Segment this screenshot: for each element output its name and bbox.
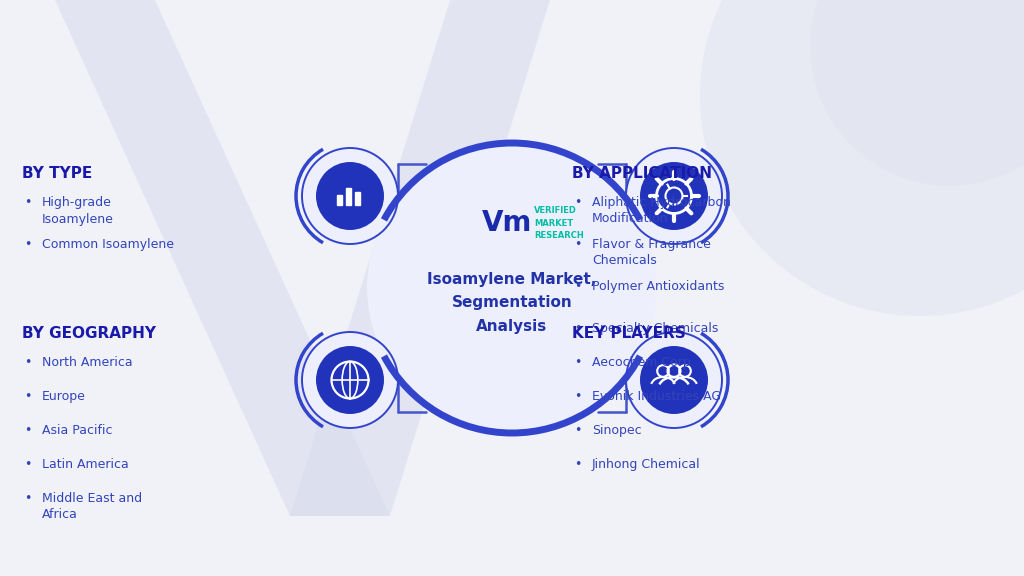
Circle shape [640,346,708,414]
Text: Evonik Industries AG: Evonik Industries AG [592,390,721,403]
Text: BY APPLICATION: BY APPLICATION [572,166,712,181]
Text: KEY PLAYERS: KEY PLAYERS [572,326,686,341]
Circle shape [626,148,722,244]
Text: •: • [24,390,32,403]
Bar [337,195,342,205]
Circle shape [640,162,708,230]
Text: Common Isoamylene: Common Isoamylene [42,238,174,251]
Text: •: • [574,424,582,437]
Text: •: • [574,390,582,403]
Text: North America: North America [42,356,133,369]
Circle shape [700,0,1024,316]
Circle shape [367,143,657,433]
Text: BY GEOGRAPHY: BY GEOGRAPHY [22,326,156,341]
Circle shape [316,162,384,230]
Circle shape [302,148,398,244]
Text: •: • [574,356,582,369]
Text: Polymer Antioxidants: Polymer Antioxidants [592,280,724,293]
Text: •: • [24,458,32,471]
Text: Middle East and
Africa: Middle East and Africa [42,492,142,521]
Text: High-grade
Isoamylene: High-grade Isoamylene [42,196,114,225]
Polygon shape [55,0,390,516]
Text: Sinopec: Sinopec [592,424,642,437]
Text: •: • [574,280,582,293]
Text: BY TYPE: BY TYPE [22,166,92,181]
Text: Isoamylene Market,
Segmentation
Analysis: Isoamylene Market, Segmentation Analysis [427,272,597,334]
Text: Vm: Vm [482,209,532,237]
Circle shape [810,0,1024,186]
Polygon shape [290,0,550,516]
Text: Flavor & Fragrance
Chemicals: Flavor & Fragrance Chemicals [592,238,711,267]
Text: Specialty Chemicals: Specialty Chemicals [592,322,719,335]
Text: VERIFIED
MARKET
RESEARCH: VERIFIED MARKET RESEARCH [534,206,584,240]
Text: Europe: Europe [42,390,86,403]
Circle shape [302,332,398,428]
Text: Latin America: Latin America [42,458,129,471]
Text: •: • [24,238,32,251]
Bar [346,188,351,205]
Text: •: • [24,492,32,505]
Bar [355,192,359,205]
Text: •: • [574,458,582,471]
Text: •: • [24,196,32,209]
Text: •: • [24,356,32,369]
Text: •: • [574,238,582,251]
Text: Jinhong Chemical: Jinhong Chemical [592,458,700,471]
Text: Aliphatic Hydrocarbon
Modification: Aliphatic Hydrocarbon Modification [592,196,731,225]
Circle shape [626,332,722,428]
Text: Aecochem Corp.: Aecochem Corp. [592,356,694,369]
Text: Asia Pacific: Asia Pacific [42,424,113,437]
Text: •: • [574,196,582,209]
Circle shape [316,346,384,414]
Text: •: • [24,424,32,437]
Text: •: • [574,322,582,335]
